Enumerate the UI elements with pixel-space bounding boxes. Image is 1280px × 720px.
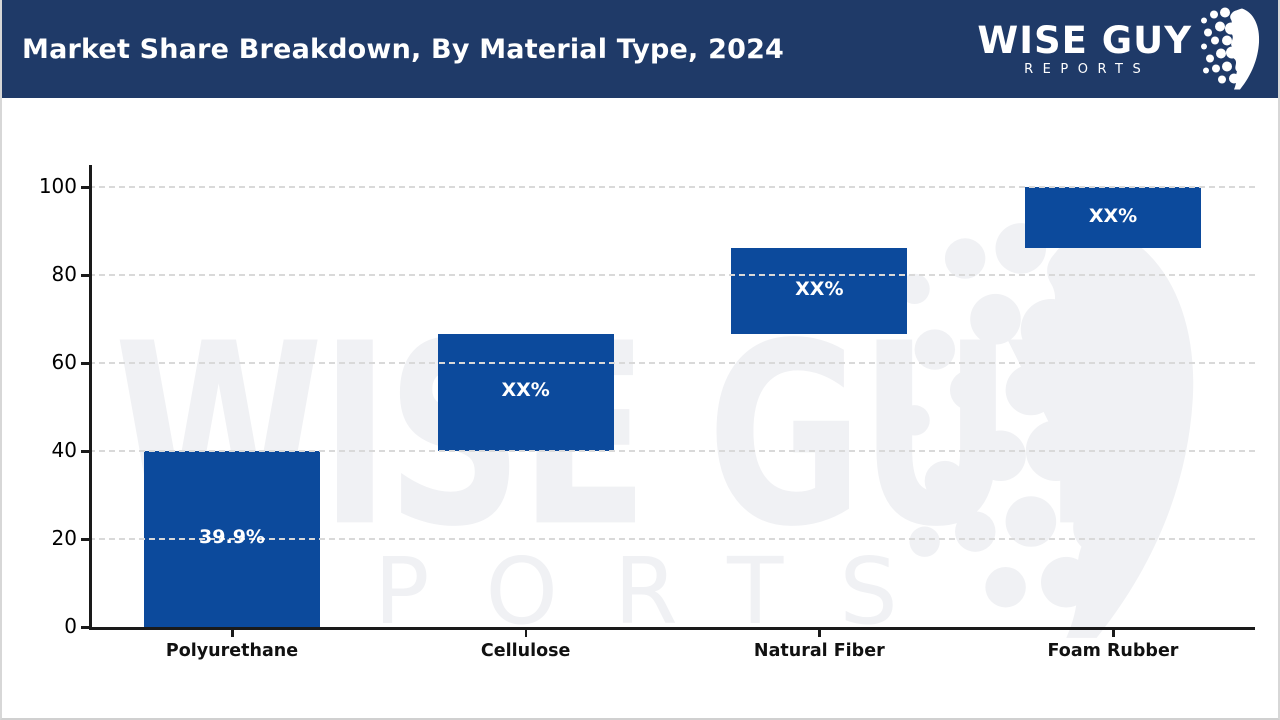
category-label-polyurethane: Polyurethane xyxy=(165,641,299,661)
y-tick-mark xyxy=(81,274,89,277)
y-tick-label: 60 xyxy=(51,350,77,374)
y-tick-mark xyxy=(81,626,89,629)
y-tick-label: 0 xyxy=(64,614,77,638)
y-tick-label: 100 xyxy=(38,174,77,198)
category-label-natural-fiber: Natural Fiber xyxy=(753,641,885,661)
category-label-foam-rubber: Foam Rubber xyxy=(1047,641,1179,661)
y-tick-mark xyxy=(81,186,89,189)
bar-value-label: XX% xyxy=(501,379,550,402)
x-tick-mark xyxy=(818,629,821,637)
gridline xyxy=(89,450,1255,452)
logo-face-icon xyxy=(1201,7,1260,90)
logo-text: WISE GUY REPORTS xyxy=(977,22,1192,76)
y-tick-mark xyxy=(81,538,89,541)
gridline xyxy=(89,186,1255,188)
y-tick-label: 20 xyxy=(51,526,77,550)
category-label-cellulose: Cellulose xyxy=(480,641,571,661)
bar-cellulose xyxy=(437,333,614,452)
gridline xyxy=(89,274,1255,276)
header-bar: Market Share Breakdown, By Material Type… xyxy=(2,0,1278,98)
logo-subtitle: REPORTS xyxy=(1024,62,1151,77)
y-tick-mark xyxy=(81,450,89,453)
y-tick-label: 40 xyxy=(51,438,77,462)
y-tick-label: 80 xyxy=(51,262,77,286)
y-tick-mark xyxy=(81,362,89,365)
bar-value-label: 39.9% xyxy=(199,526,265,549)
chart-title: Market Share Breakdown, By Material Type… xyxy=(22,33,785,65)
watermark-face-icon xyxy=(899,223,1194,638)
bar-natural-fiber xyxy=(731,248,908,334)
waterfall-chart: WISE GUY PORTS 0 20 40 60 80 100 39.9% Polyuret… xyxy=(2,98,1280,720)
gridline xyxy=(89,362,1255,364)
x-tick-mark xyxy=(1112,629,1115,637)
logo-wordmark: WISE GUY xyxy=(977,19,1192,62)
x-tick-mark xyxy=(524,629,528,637)
bar-foam-rubber xyxy=(1025,187,1201,249)
y-axis xyxy=(89,165,92,629)
x-tick-mark xyxy=(231,629,234,637)
bar-value-label: XX% xyxy=(795,277,844,300)
gridline xyxy=(89,538,1255,540)
wise-guy-reports-logo: WISE GUY REPORTS xyxy=(977,6,1264,92)
x-axis xyxy=(89,627,1255,630)
bar-value-label: XX% xyxy=(1088,204,1138,227)
